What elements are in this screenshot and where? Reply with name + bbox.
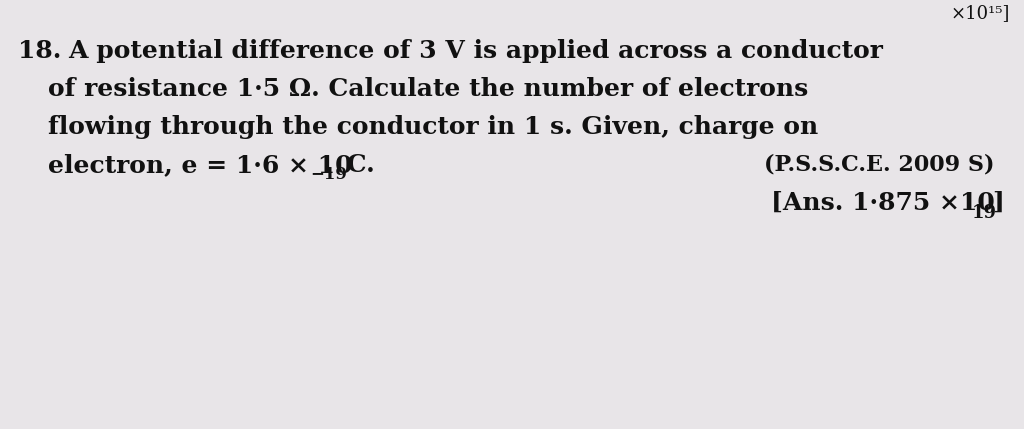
Text: ]: ] xyxy=(992,191,1004,215)
Text: 18.: 18. xyxy=(18,39,61,63)
Text: electron, e = 1·6 × 10: electron, e = 1·6 × 10 xyxy=(48,153,352,177)
Text: (P.S.S.C.E. 2009 S): (P.S.S.C.E. 2009 S) xyxy=(765,153,995,175)
Text: −19: −19 xyxy=(310,166,347,183)
Text: C.: C. xyxy=(338,153,375,177)
Text: [Ans. 1·875 ×10: [Ans. 1·875 ×10 xyxy=(771,191,995,215)
Text: 19: 19 xyxy=(972,204,997,222)
Text: ×10¹⁵]: ×10¹⁵] xyxy=(950,4,1010,22)
Text: of resistance 1·5 Ω. Calculate the number of electrons: of resistance 1·5 Ω. Calculate the numbe… xyxy=(48,77,808,101)
Text: A potential difference of 3 V is applied across a conductor: A potential difference of 3 V is applied… xyxy=(68,39,883,63)
Text: flowing through the conductor in 1 s. Given, charge on: flowing through the conductor in 1 s. Gi… xyxy=(48,115,818,139)
